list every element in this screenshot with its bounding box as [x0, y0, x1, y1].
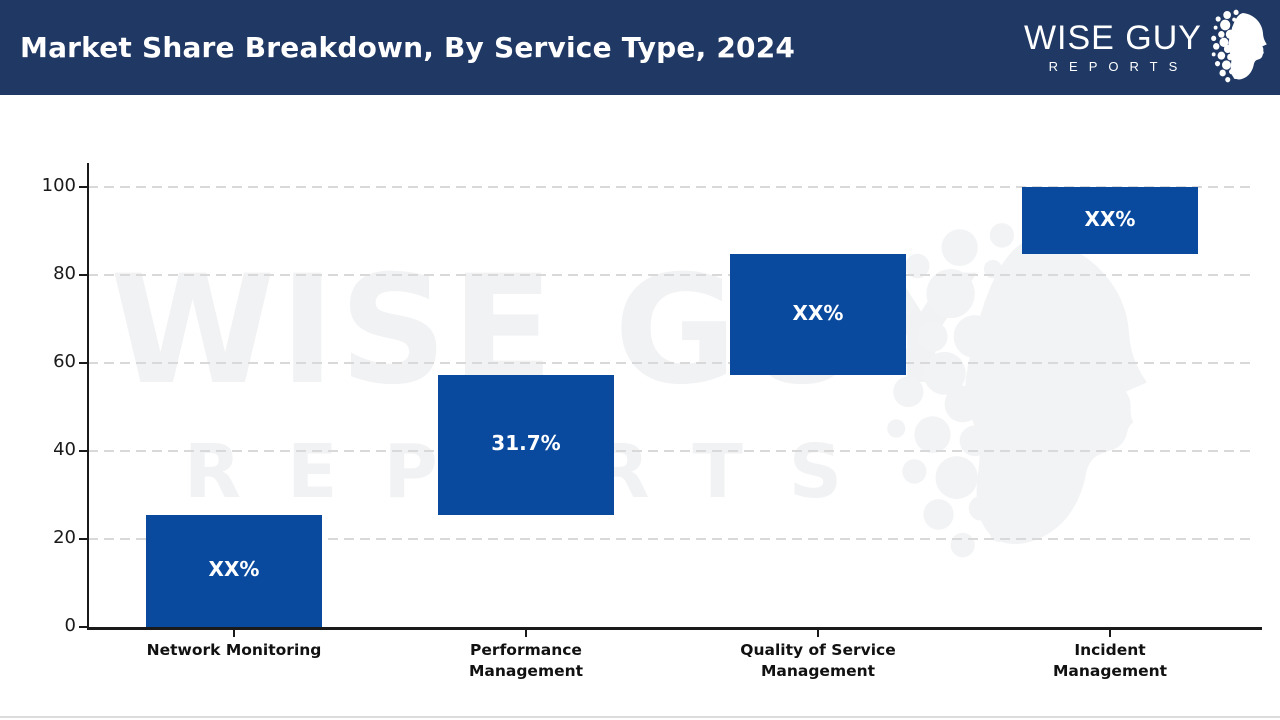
y-tick-label: 80	[53, 263, 76, 284]
x-category-label-quality-of-service-management: Quality of Service Management	[740, 641, 896, 680]
y-gridline	[88, 274, 1256, 276]
y-tick-label: 60	[53, 351, 76, 372]
x-tick-mark	[817, 630, 819, 637]
bar-value-label-quality-of-service-management: XX%	[792, 300, 844, 325]
brand-logo-text: WISE GUY REPORTS	[1024, 20, 1202, 74]
y-gridline	[88, 450, 1256, 452]
y-tick-mark	[79, 274, 88, 276]
y-tick-mark	[79, 186, 88, 188]
y-gridline	[88, 186, 1256, 188]
y-tick-mark	[79, 626, 88, 628]
y-tick-label: 0	[64, 615, 76, 636]
y-tick-mark	[79, 450, 88, 452]
brand-subtitle: REPORTS	[1048, 59, 1189, 74]
bar-value-label-performance-management: 31.7%	[491, 431, 561, 456]
y-gridline	[88, 538, 1256, 540]
bar-segment-performance-management	[438, 375, 614, 515]
x-category-label-performance-management: Performance Management	[468, 641, 584, 680]
page-title: Market Share Breakdown, By Service Type,…	[20, 31, 796, 64]
y-gridline	[88, 362, 1256, 364]
header-bar: Market Share Breakdown, By Service Type,…	[0, 0, 1280, 95]
brand-wordmark: WISE GUY	[1023, 19, 1202, 57]
bar-value-label-incident-management: XX%	[1084, 206, 1136, 231]
y-axis-spine	[87, 163, 89, 629]
y-tick-label: 40	[53, 439, 76, 460]
x-tick-mark	[233, 630, 235, 637]
y-tick-mark	[79, 362, 88, 364]
x-category-label-network-monitoring: Network Monitoring	[146, 641, 322, 659]
bar-segment-incident-management	[1022, 187, 1198, 255]
page-border-bottom	[0, 716, 1280, 718]
x-tick-mark	[1109, 630, 1111, 637]
x-tick-mark	[525, 630, 527, 637]
y-tick-label: 100	[41, 175, 76, 196]
brand-head-icon	[1211, 9, 1267, 83]
bar-segment-quality-of-service-management	[730, 254, 906, 376]
x-axis-spine	[87, 627, 1262, 630]
brand-logo: WISE GUY REPORTS	[1024, 4, 1272, 92]
y-tick-label: 20	[53, 527, 76, 548]
y-tick-mark	[79, 538, 88, 540]
bar-value-label-network-monitoring: XX%	[208, 556, 260, 581]
x-category-label-incident-management: Incident Management	[1052, 641, 1168, 680]
bar-segment-network-monitoring	[146, 514, 322, 627]
